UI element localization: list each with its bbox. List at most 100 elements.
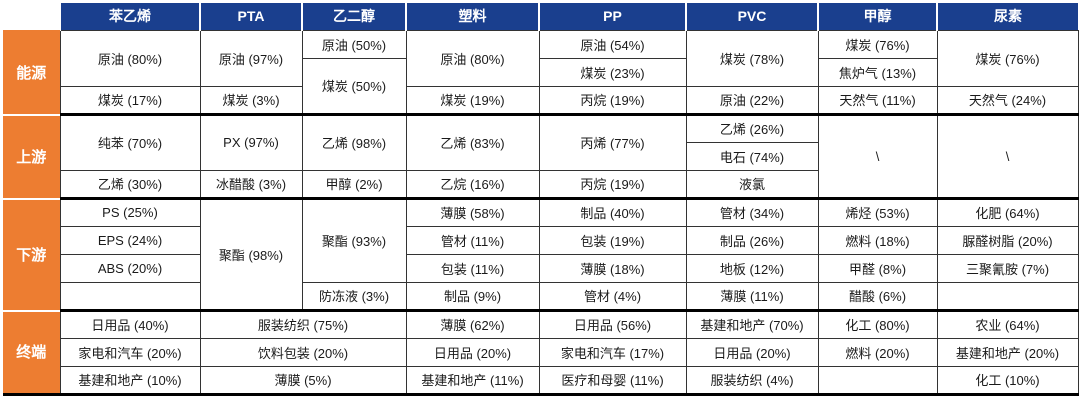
table-row: 防冻液 (3%) 制品 (9%) 管材 (4%) 薄膜 (11%) 醋酸 (6%) <box>3 281 1079 311</box>
table-cell: 三聚氰胺 (7%) <box>936 253 1079 283</box>
table-cell: 甲醇 (2%) <box>301 169 407 199</box>
column-header-1: PTA <box>199 3 302 30</box>
table-row: 终端 日用品 (40%) 服装纺织 (75%) 薄膜 (62%) 日用品 (56%) 基建… <box>3 308 1079 396</box>
industry-chain-cost-table: 苯乙烯 PTA 乙二醇 塑料 PP PVC 甲醇 尿素 能源 原油 (80%) 原油 (97%) 原油… <box>3 3 1079 396</box>
table-row: 煤炭 (50%) 煤炭 (23%) 焦炉气 (13%) <box>3 57 1078 115</box>
table-cell: 日用品 (20%) <box>685 337 819 367</box>
table-cell: 煤炭 (50%) <box>301 57 407 115</box>
column-header-0: 苯乙烯 <box>59 3 200 30</box>
table-cell: 聚酯 (93%) <box>301 196 407 283</box>
table-cell: 乙烯 (26%) <box>685 112 819 143</box>
table-cell: 烯烃 (53%) <box>817 196 938 227</box>
table-cell: ABS (20%) <box>59 253 201 283</box>
section-label-3: 终端 <box>3 310 61 396</box>
table-cell: EPS (24%) <box>59 225 201 255</box>
table-cell: 基建和地产 (70%) <box>685 308 819 339</box>
table-cell: 液氯 <box>685 169 819 199</box>
table-cell: 煤炭 (19%) <box>405 85 540 115</box>
table-cell: 管材 (34%) <box>685 196 819 227</box>
section-label-2: 下游 <box>3 198 61 310</box>
table-cell: 原油 (80%) <box>59 29 201 87</box>
table-cell: 煤炭 (23%) <box>538 57 687 87</box>
table-cell: 煤炭 (76%) <box>936 29 1079 87</box>
table-row: 乙烯 (30%) 冰醋酸 (3%) 甲醇 (2%) 乙烷 (16%) 丙烷 (19%) 液… <box>3 169 1078 199</box>
table-cell: 天然气 (24%) <box>936 85 1079 115</box>
table-row: ABS (20%) 包装 (11%) 薄膜 (18%) 地板 (12%) 甲醛 (8%)… <box>3 253 1079 283</box>
table-cell: 医疗和母婴 (11%) <box>538 365 687 396</box>
table-cell: 化肥 (64%) <box>936 196 1079 227</box>
table-cell: 化工 (10%) <box>936 365 1079 396</box>
section-label-1: 上游 <box>3 114 61 198</box>
table-row: 下游 PS (25%) 聚酯 (98%) 聚酯 (93%) 薄膜 (58%) 制品 (40… <box>3 196 1079 311</box>
table-cell: 原油 (50%) <box>301 29 407 59</box>
table-cell: 管材 (4%) <box>538 281 687 311</box>
table-cell: 焦炉气 (13%) <box>817 57 938 87</box>
column-header-2: 乙二醇 <box>301 3 406 30</box>
table-cell: 服装纺织 (75%) <box>199 308 407 339</box>
table-cell: 农业 (64%) <box>936 308 1079 339</box>
table-cell: 薄膜 (58%) <box>405 196 540 227</box>
table-cell: 管材 (11%) <box>405 225 540 255</box>
table-cell: 乙烯 (83%) <box>405 112 540 171</box>
table-cell: 制品 (9%) <box>405 281 540 311</box>
table-cell: 煤炭 (78%) <box>685 29 819 87</box>
table-cell: 日用品 (56%) <box>538 308 687 339</box>
table-cell: 煤炭 (76%) <box>817 29 938 59</box>
table-cell: 家电和汽车 (17%) <box>538 337 687 367</box>
table-row: EPS (24%) 管材 (11%) 包装 (19%) 制品 (26%) 燃料 (18%… <box>3 225 1079 255</box>
table-row: 基建和地产 (10%) 薄膜 (5%) 基建和地产 (11%) 医疗和母婴 (11%)… <box>3 365 1079 396</box>
table-cell: 饮料包装 (20%) <box>199 337 407 367</box>
table-cell: 原油 (22%) <box>685 85 819 115</box>
table-cell: 聚酯 (98%) <box>199 196 303 311</box>
table-cell: 原油 (54%) <box>538 29 687 59</box>
table-cell: 丙烷 (19%) <box>538 85 687 115</box>
table-cell <box>817 365 938 396</box>
table-row: 电石 (74%) <box>3 141 1078 171</box>
column-header-5: PVC <box>685 3 818 30</box>
column-header-7: 尿素 <box>936 3 1078 30</box>
table-cell: 电石 (74%) <box>685 141 819 171</box>
table-cell: 醋酸 (6%) <box>817 281 938 311</box>
table-row: 家电和汽车 (20%) 饮料包装 (20%) 日用品 (20%) 家电和汽车 (17%… <box>3 337 1079 367</box>
table-cell: 煤炭 (17%) <box>59 85 201 115</box>
table-cell: 基建和地产 (10%) <box>59 365 201 396</box>
table-cell: 服装纺织 (4%) <box>685 365 819 396</box>
table-cell: \ <box>817 112 938 199</box>
table-cell: 基建和地产 (20%) <box>936 337 1079 367</box>
header-row: 苯乙烯 PTA 乙二醇 塑料 PP PVC 甲醇 尿素 <box>3 3 1078 30</box>
table-cell: 原油 (80%) <box>405 29 540 87</box>
table-cell: 包装 (19%) <box>538 225 687 255</box>
table-cell: 制品 (40%) <box>538 196 687 227</box>
table-cell: 甲醛 (8%) <box>817 253 938 283</box>
table-cell: 包装 (11%) <box>405 253 540 283</box>
table-cell: 乙烯 (98%) <box>301 112 407 171</box>
table-cell: 冰醋酸 (3%) <box>199 169 303 199</box>
table-cell: 家电和汽车 (20%) <box>59 337 201 367</box>
table-cell: 天然气 (11%) <box>817 85 938 115</box>
table-cell: 薄膜 (11%) <box>685 281 819 311</box>
table-cell: 基建和地产 (11%) <box>405 365 540 396</box>
table-cell: PS (25%) <box>59 196 201 227</box>
table-cell: 纯苯 (70%) <box>59 112 201 171</box>
table-cell: 原油 (97%) <box>199 29 303 87</box>
table-cell: PX (97%) <box>199 112 303 171</box>
table-cell: 化工 (80%) <box>817 308 938 339</box>
table-cell: 脲醛树脂 (20%) <box>936 225 1079 255</box>
table-cell: 乙烯 (30%) <box>59 169 201 199</box>
table-cell: 地板 (12%) <box>685 253 819 283</box>
table-cell: 制品 (26%) <box>685 225 819 255</box>
table-row: 能源 原油 (80%) 原油 (97%) 原油 (50%) 原油 (80%) 原油 (54… <box>3 29 1079 114</box>
table-cell: 日用品 (40%) <box>59 308 201 339</box>
table-cell: 防冻液 (3%) <box>301 281 407 311</box>
column-header-3: 塑料 <box>405 3 539 30</box>
table-row: 煤炭 (17%) 煤炭 (3%) 煤炭 (19%) 丙烷 (19%) 原油 (22%) 天… <box>3 85 1079 115</box>
table-cell: 薄膜 (62%) <box>405 308 540 339</box>
corner-cell <box>3 3 60 30</box>
table-cell: 丙烯 (77%) <box>538 112 687 171</box>
column-header-6: 甲醇 <box>817 3 937 30</box>
table-cell: 乙烷 (16%) <box>405 169 540 199</box>
table-row: 上游 纯苯 (70%) PX (97%) 乙烯 (98%) 乙烯 (83%) 丙烯 (77… <box>3 112 1079 199</box>
table-cell: 丙烷 (19%) <box>538 169 687 199</box>
table-cell: 煤炭 (3%) <box>199 85 303 115</box>
table-cell: 燃料 (18%) <box>817 225 938 255</box>
